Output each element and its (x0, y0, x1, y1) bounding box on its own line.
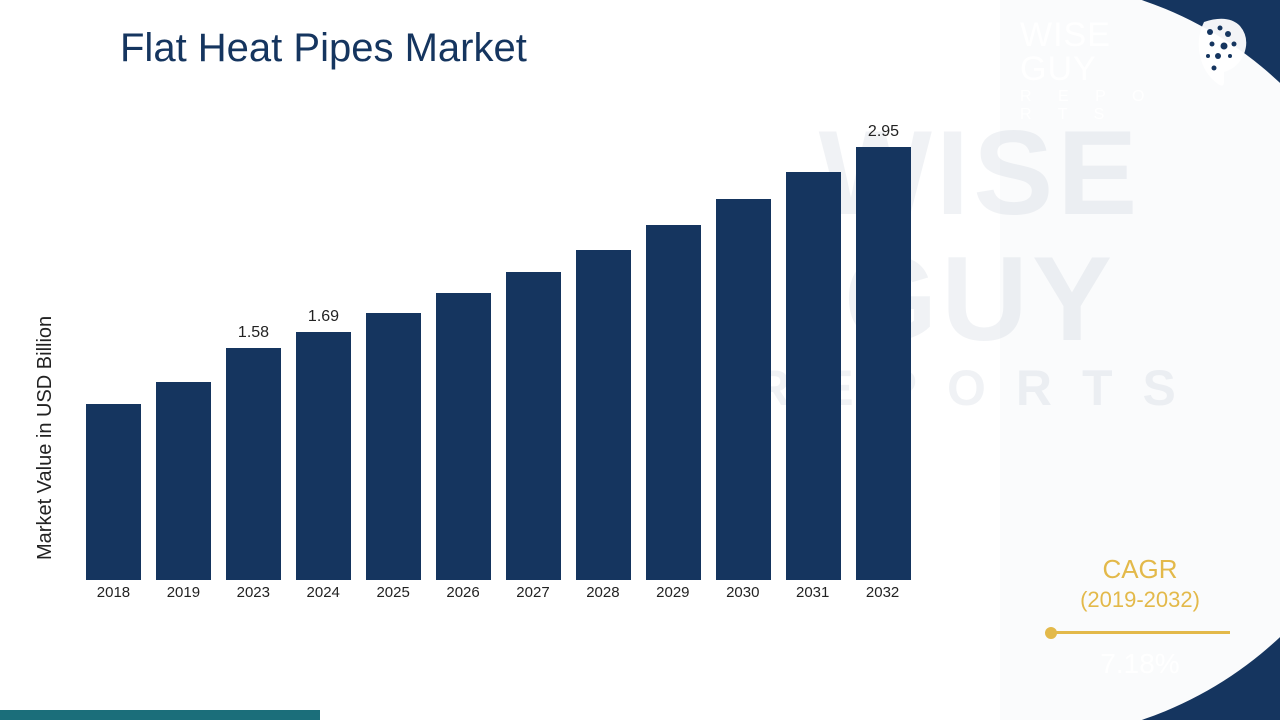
bar (86, 404, 141, 580)
bar-rect (856, 147, 911, 580)
bar-value-label: 2.95 (868, 123, 899, 141)
cagr-range: (2019-2032) (1030, 587, 1250, 613)
bar-rect (576, 250, 631, 580)
bar: 2.95 (856, 147, 911, 580)
xtick-label: 2031 (785, 584, 840, 601)
cagr-label: CAGR (1030, 554, 1250, 585)
xtick-label: 2027 (506, 584, 561, 601)
bar-value-label: 1.58 (238, 324, 269, 342)
xtick-label: 2018 (86, 584, 141, 601)
bar (436, 293, 491, 580)
bar (156, 382, 211, 580)
bar (506, 272, 561, 580)
logo-line1: WISE GUY (1020, 18, 1188, 86)
cagr-box: CAGR (2019-2032) 7.18% (1030, 554, 1250, 680)
bar-rect (646, 225, 701, 580)
xticks-container: 2018 2019 2023 2024 2025 2026 2027 2028 2029 2030… (86, 584, 910, 601)
brand-logo: WISE GUY R E P O R T S (1020, 18, 1250, 124)
bar-rect (86, 404, 141, 580)
xtick-label: 2025 (366, 584, 421, 601)
head-icon (1194, 18, 1250, 88)
bar (576, 250, 631, 580)
xtick-label: 2032 (855, 584, 910, 601)
xtick-label: 2026 (436, 584, 491, 601)
bar (366, 313, 421, 580)
xtick-label: 2028 (575, 584, 630, 601)
xtick-label: 2030 (715, 584, 770, 601)
bar-rect (366, 313, 421, 580)
bar-rect (786, 172, 841, 580)
y-axis-label: Market Value in USD Billion (34, 316, 57, 560)
xtick-label: 2024 (296, 584, 351, 601)
bar-value-label: 1.69 (308, 308, 339, 326)
bar (646, 225, 701, 580)
bar (716, 199, 771, 580)
bar-rect (436, 293, 491, 580)
bars-container: 1.58 1.69 2.95 (86, 140, 910, 580)
xtick-label: 2029 (645, 584, 700, 601)
bar-rect (296, 332, 351, 580)
cagr-divider (1050, 631, 1230, 634)
bar-rect (226, 348, 281, 580)
bar-rect (156, 382, 211, 580)
bar (786, 172, 841, 580)
logo-text-block: WISE GUY R E P O R T S (1020, 18, 1188, 124)
bar: 1.58 (226, 348, 281, 580)
chart-title: Flat Heat Pipes Market (120, 26, 527, 71)
bar-rect (506, 272, 561, 580)
bar-rect (716, 199, 771, 580)
cagr-value: 7.18% (1030, 648, 1250, 680)
page-root: WISE GUY REPORTS Flat Heat Pipes Market … (0, 0, 1280, 720)
bar: 1.69 (296, 332, 351, 580)
bar-chart: 1.581.692.95 201820192023202420252026202… (80, 140, 910, 580)
xtick-label: 2019 (156, 584, 211, 601)
xtick-label: 2023 (226, 584, 281, 601)
bottom-accent-bar (0, 710, 320, 720)
logo-line2: R E P O R T S (1020, 88, 1188, 124)
